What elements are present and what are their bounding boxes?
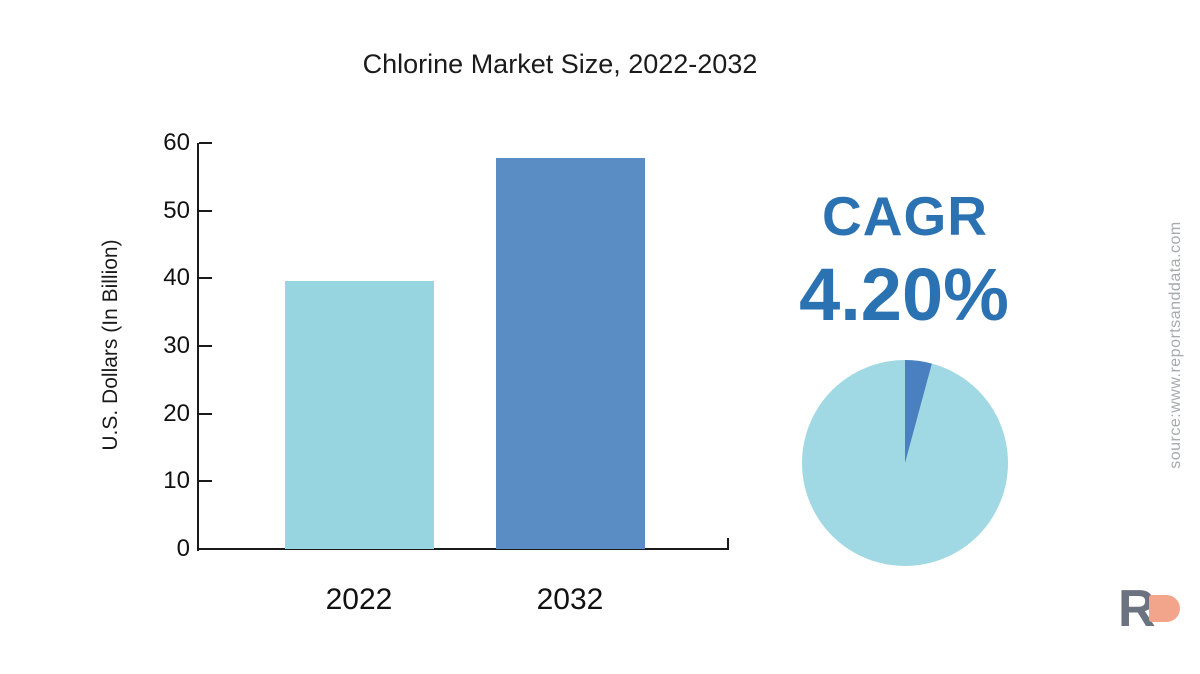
y-tick-label: 60 xyxy=(163,129,190,156)
y-tick-label: 50 xyxy=(163,196,190,224)
y-axis-line xyxy=(197,143,199,551)
y-axis-label: U.S. Dollars (In Billion) xyxy=(99,239,122,451)
y-tick-mark xyxy=(199,412,212,415)
source-credit: source:www.reportsanddata.com xyxy=(1167,221,1184,469)
y-tick-label: 0 xyxy=(176,535,190,562)
x-axis-line xyxy=(197,548,729,550)
x-axis-end-tick xyxy=(727,538,729,549)
cagr-label: CAGR xyxy=(822,185,988,247)
logo-d-shape xyxy=(1149,595,1180,622)
bar-2032 xyxy=(495,157,645,549)
pie-slice-cagr xyxy=(905,360,932,463)
reportsanddata-logo: R xyxy=(1118,583,1188,637)
y-tick-mark xyxy=(199,209,212,212)
y-tick-label: 10 xyxy=(163,467,190,495)
y-tick-label: 30 xyxy=(163,332,190,359)
x-category-label: 2032 xyxy=(536,583,604,616)
y-tick-mark xyxy=(199,548,212,550)
y-tick-mark xyxy=(199,277,212,280)
y-tick-label: 40 xyxy=(163,264,190,292)
y-tick-mark xyxy=(199,345,212,347)
cagr-value: 4.20% xyxy=(799,253,1009,336)
pie-chart xyxy=(802,360,1008,566)
x-category-label: 2022 xyxy=(325,583,393,616)
y-tick-mark xyxy=(199,142,212,144)
chart-title: Chlorine Market Size, 2022-2032 xyxy=(362,49,758,79)
y-tick-label: 20 xyxy=(163,399,190,427)
bar-2022 xyxy=(284,281,434,549)
y-tick-mark xyxy=(199,480,212,483)
